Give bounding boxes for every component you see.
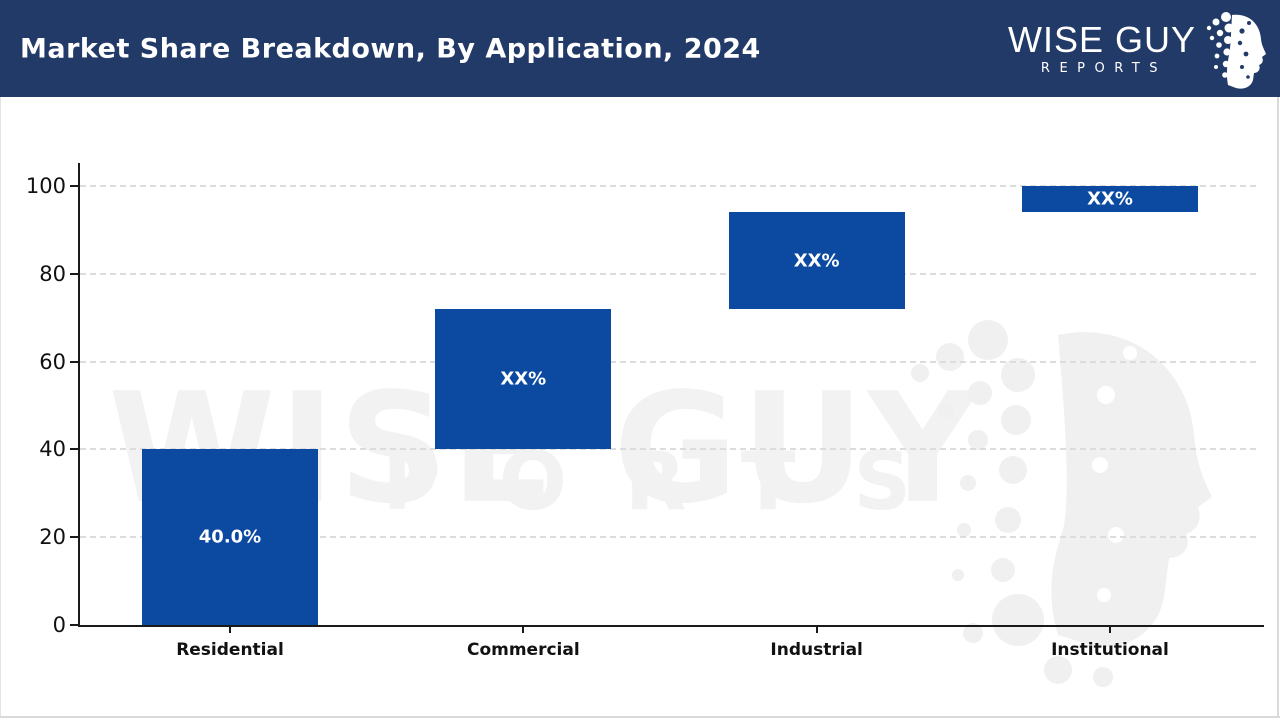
watermark-head-icon (911, 320, 1212, 687)
header: Market Share Breakdown, By Application, … (0, 0, 1280, 97)
bar-residential (142, 449, 318, 625)
bar-industrial (728, 212, 905, 309)
x-tick-mark (1108, 625, 1111, 633)
bar-institutional (1021, 186, 1198, 213)
y-tick-label: 60 (39, 349, 66, 374)
wiseguy-logo-text: WISE GUY REPORTS (1007, 19, 1196, 76)
x-axis-line (78, 625, 1264, 627)
y-gridline (80, 185, 1256, 187)
y-tick-mark (70, 624, 78, 626)
logo-subtext: REPORTS (1040, 61, 1168, 76)
y-axis-line (78, 163, 80, 627)
bar-commercial (435, 308, 612, 450)
y-tick-label: 100 (25, 174, 66, 198)
y-tick-mark (70, 448, 78, 451)
y-tick-mark (70, 272, 78, 275)
x-tick-mark (229, 625, 231, 633)
figure-border-right (1277, 97, 1279, 718)
x-category-label: Institutional (1051, 640, 1169, 660)
y-gridline (80, 360, 1256, 363)
plot-area: WISE GUY REPORTS 40.0% XX% XX% XX% 0 20 40 60 8 (0, 97, 1280, 720)
y-tick-label: 40 (39, 437, 66, 462)
x-tick-mark (815, 625, 818, 633)
x-category-label: Residential (176, 640, 284, 660)
y-gridline (80, 448, 1256, 451)
figure-border-bottom (0, 716, 1280, 718)
y-gridline (80, 536, 1256, 539)
y-tick-mark (70, 360, 78, 363)
x-tick-mark (522, 625, 525, 633)
bar-value-label: 40.0% (198, 526, 262, 548)
figure-border-left (0, 97, 1, 718)
bar-value-label: XX% (793, 250, 840, 272)
y-tick-label: 80 (39, 261, 66, 286)
y-tick-mark (70, 185, 78, 187)
y-tick-mark (70, 536, 78, 539)
wiseguy-logo: WISE GUY REPORTS (1008, 0, 1266, 97)
x-category-label: Commercial (466, 640, 580, 660)
page-title: Market Share Breakdown, By Application, … (20, 33, 761, 64)
bar-value-label: XX% (500, 368, 547, 390)
y-gridline (80, 272, 1256, 275)
logo-wordmark: WISE GUY (1007, 19, 1196, 60)
y-tick-label: 20 (39, 525, 66, 550)
x-category-label: Industrial (770, 640, 863, 660)
bar-value-label: XX% (1087, 188, 1133, 210)
y-tick-label: 0 (52, 613, 66, 637)
wiseguy-logo-head-icon (1206, 11, 1266, 89)
